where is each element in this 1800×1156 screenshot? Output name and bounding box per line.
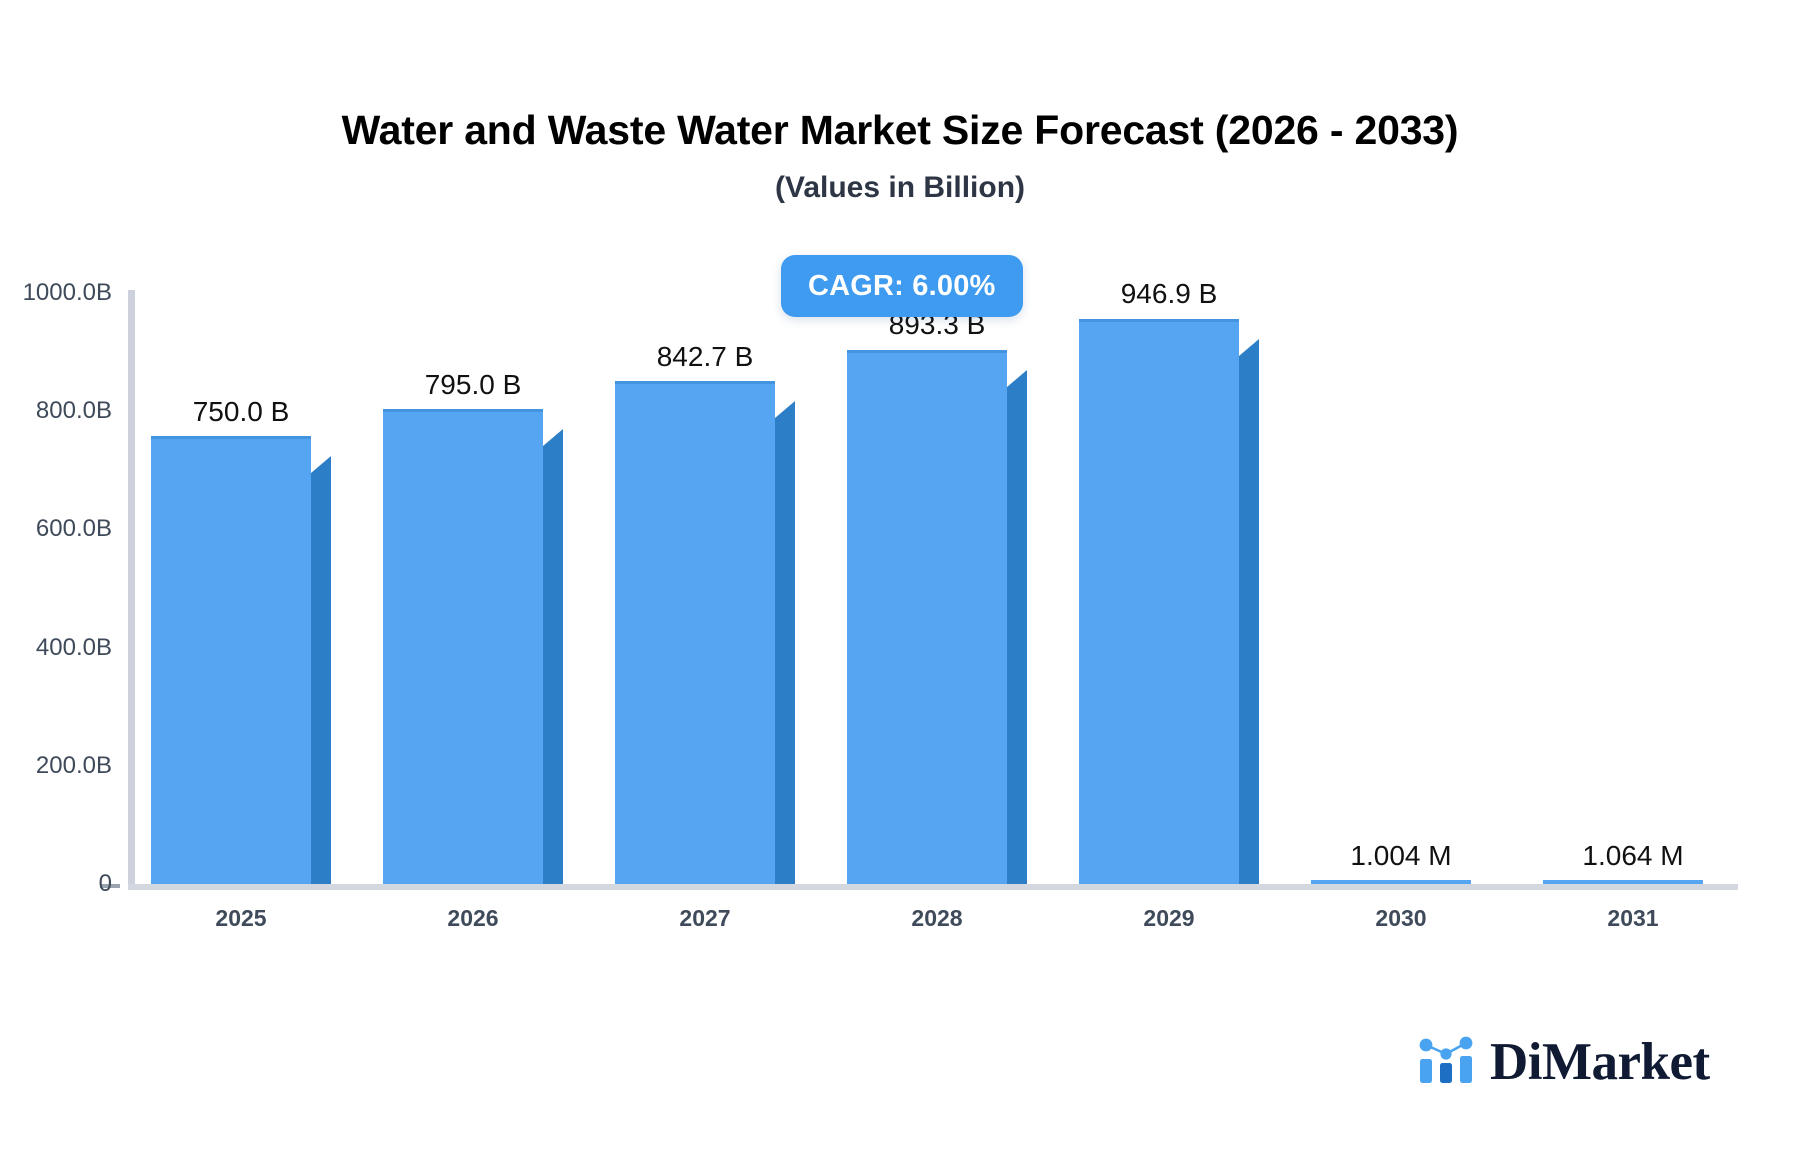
y-tick-label: 0 — [98, 870, 112, 897]
bar-group-2031[interactable] — [1543, 880, 1723, 884]
bar-2028[interactable] — [847, 350, 1007, 884]
cagr-badge[interactable]: CAGR: 6.00% — [781, 255, 1023, 317]
bar-side-2029 — [1239, 339, 1259, 884]
bar-value-2027: 842.7 B — [656, 341, 754, 372]
bar-value-2026: 795.0 B — [424, 369, 522, 400]
x-axis-line — [128, 884, 1738, 890]
bar-2030[interactable] — [1311, 880, 1471, 884]
bar-group-2029[interactable] — [1079, 319, 1259, 884]
x-tick-label-2027: 2027 — [679, 905, 731, 931]
bar-side-2028 — [1007, 370, 1027, 884]
x-tick-label-2026: 2026 — [447, 905, 499, 931]
chart-subtitle: (Values in Billion) — [774, 171, 1026, 205]
brand-logo: DiMarket — [1418, 1035, 1710, 1090]
y-tick-label: 600.0B — [35, 515, 112, 542]
chart-title: Water and Waste Water Market Size Foreca… — [341, 107, 1459, 153]
bar-group-2028[interactable] — [847, 350, 1027, 884]
bar-side-2027 — [775, 401, 795, 884]
bar-group-2025[interactable] — [151, 436, 331, 884]
x-tick-label-2025: 2025 — [215, 905, 267, 931]
bar-2031[interactable] — [1543, 880, 1703, 884]
cagr-badge-label: CAGR: 6.00% — [808, 269, 996, 302]
y-tick-label: 200.0B — [35, 752, 112, 779]
bar-value-2025: 750.0 B — [192, 396, 290, 427]
brand-logo-text: DiMarket — [1490, 1033, 1710, 1091]
bar-group-2027[interactable] — [615, 381, 795, 884]
bar-chart-icon — [1418, 1035, 1476, 1090]
bar-value-2031: 1.064 M — [1582, 840, 1684, 871]
bar-group-2030[interactable] — [1311, 880, 1491, 884]
bar-2027[interactable] — [615, 381, 775, 884]
y-axis-zero-tick — [100, 884, 120, 888]
bar-value-2029: 946.9 B — [1120, 278, 1218, 309]
bar-side-2026 — [543, 429, 563, 884]
bar-2026[interactable] — [383, 409, 543, 884]
y-tick-label: 400.0B — [35, 634, 112, 661]
bar-side-2025 — [311, 456, 331, 884]
y-axis-labels: 1000.0B 800.0B 600.0B 400.0B 200.0B 0 — [0, 0, 112, 1156]
y-axis-line — [128, 290, 135, 884]
bar-2025[interactable] — [151, 436, 311, 884]
bar-2029[interactable] — [1079, 319, 1239, 884]
x-tick-label-2030: 2030 — [1375, 905, 1427, 931]
x-tick-label-2031: 2031 — [1607, 905, 1659, 931]
x-tick-label-2029: 2029 — [1143, 905, 1195, 931]
chart-header: Water and Waste Water Market Size Foreca… — [0, 107, 1800, 205]
y-tick-label: 800.0B — [35, 397, 112, 424]
x-tick-label-2028: 2028 — [911, 905, 963, 931]
bar-group-2026[interactable] — [383, 409, 563, 884]
bar-value-2030: 1.004 M — [1350, 840, 1452, 871]
y-tick-label: 1000.0B — [22, 279, 112, 306]
